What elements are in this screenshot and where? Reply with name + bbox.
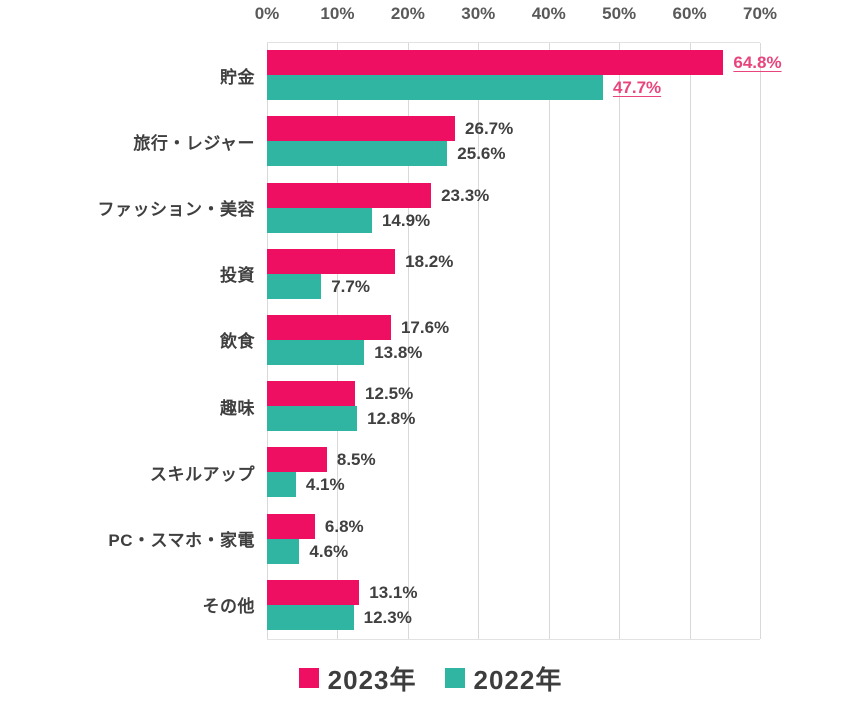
category-label: 飲食	[220, 332, 255, 352]
value-label-2022: 25.6%	[457, 144, 506, 164]
bar-2022	[267, 472, 296, 498]
chart-row: 貯金 64.8% 47.7%	[0, 42, 861, 108]
bar-2022	[267, 273, 322, 299]
value-label-2022: 47.7%	[612, 78, 662, 98]
bar-2023	[267, 314, 391, 340]
bar-2023	[267, 182, 432, 208]
category-label: ファッション・美容	[97, 200, 255, 220]
value-label-2023: 26.7%	[465, 119, 514, 139]
bar-2023	[267, 381, 356, 407]
bars-area: 26.7% 25.6%	[267, 108, 760, 174]
bar-2022	[267, 339, 365, 365]
value-label-2022: 4.1%	[305, 475, 345, 495]
value-label-2022: 7.7%	[331, 276, 370, 296]
bar-2022	[267, 75, 603, 101]
value-label-2022: 14.9%	[381, 210, 431, 230]
x-axis-tick: 40%	[531, 4, 566, 23]
value-label-2023: 64.8%	[733, 53, 782, 73]
bars-area: 18.2% 7.7%	[267, 241, 760, 307]
x-axis: 0% 10% 20% 30% 40% 50% 60% 70%	[255, 4, 777, 28]
bar-2022	[267, 141, 448, 167]
chart-row: その他 13.1% 12.3%	[0, 572, 861, 638]
value-label-2022: 12.3%	[363, 607, 412, 627]
legend-swatch-2022	[444, 668, 465, 688]
legend-item-2022: 2022年	[444, 660, 563, 697]
chart-row: 投資 18.2% 7.7%	[0, 241, 861, 307]
gridline	[478, 43, 480, 639]
bars-area: 8.5% 4.1%	[267, 439, 760, 505]
gridline	[760, 43, 761, 639]
bar-2023	[267, 248, 396, 274]
category-label: 趣味	[220, 398, 255, 418]
bars-area: 6.8% 4.6%	[267, 506, 760, 572]
chart-row: スキルアップ 8.5% 4.1%	[0, 439, 861, 505]
bar-2022	[267, 538, 300, 564]
value-label-2022: 4.6%	[309, 541, 349, 561]
value-label-2023: 18.2%	[405, 251, 454, 271]
bar-2023	[267, 116, 456, 142]
value-label-2023: 6.8%	[324, 516, 364, 536]
x-axis-tick: 10%	[320, 4, 355, 23]
value-label-2022: 12.8%	[367, 409, 416, 429]
legend: 2023年 2022年	[0, 659, 861, 697]
bar-2023	[267, 513, 315, 539]
bars-area: 13.1% 12.3%	[267, 572, 760, 638]
value-label-2023: 23.3%	[441, 185, 490, 205]
bar-2022	[267, 604, 354, 630]
value-label-2022: 13.8%	[374, 342, 423, 362]
legend-label-2023: 2023年	[327, 664, 417, 695]
x-axis-tick: 60%	[672, 4, 707, 23]
x-axis-tick: 30%	[461, 4, 496, 23]
value-label-2023: 13.1%	[369, 582, 418, 602]
bars-area: 17.6% 13.8%	[267, 307, 760, 373]
bars-area: 12.5% 12.8%	[267, 373, 760, 439]
gridline	[548, 43, 550, 639]
bar-2023	[267, 579, 360, 605]
chart-row: ファッション・美容 23.3% 14.9%	[0, 174, 861, 240]
category-label: その他	[202, 597, 255, 617]
category-label: 投資	[220, 266, 255, 286]
legend-swatch-2023	[298, 668, 319, 688]
chart-rows: 貯金 64.8% 47.7% 旅行・レジャー 26.7% 25.6% ファッション・美容 23…	[0, 42, 861, 638]
chart-row: PC・スマホ・家電 6.8% 4.6%	[0, 506, 861, 572]
x-axis-tick: 50%	[602, 4, 637, 23]
x-axis-tick: 20%	[390, 4, 425, 23]
bar-2023	[267, 50, 724, 76]
bar-2023	[267, 447, 327, 473]
category-label: 旅行・レジャー	[133, 133, 255, 153]
chart-row: 旅行・レジャー 26.7% 25.6%	[0, 108, 861, 174]
x-axis-tick: 70%	[742, 4, 778, 23]
gridline	[407, 43, 409, 639]
category-label: PC・スマホ・家電	[108, 531, 255, 551]
legend-label-2022: 2022年	[473, 664, 563, 695]
chart-row: 飲食 17.6% 13.8%	[0, 307, 861, 373]
bar-2022	[267, 207, 372, 233]
x-axis-tick: 0%	[254, 4, 280, 23]
legend-item-2023: 2023年	[298, 660, 417, 697]
value-label-2023: 12.5%	[365, 384, 414, 404]
bars-area: 64.8% 47.7%	[267, 42, 782, 108]
bars-area: 23.3% 14.9%	[267, 174, 760, 240]
chart-row: 趣味 12.5% 12.8%	[0, 373, 861, 439]
bar-2022	[267, 406, 358, 432]
gridline	[689, 43, 691, 639]
category-label: 貯金	[220, 67, 255, 87]
value-label-2023: 17.6%	[400, 317, 450, 337]
value-label-2023: 8.5%	[336, 450, 376, 470]
category-label: スキルアップ	[150, 464, 255, 484]
gridline	[619, 43, 621, 639]
